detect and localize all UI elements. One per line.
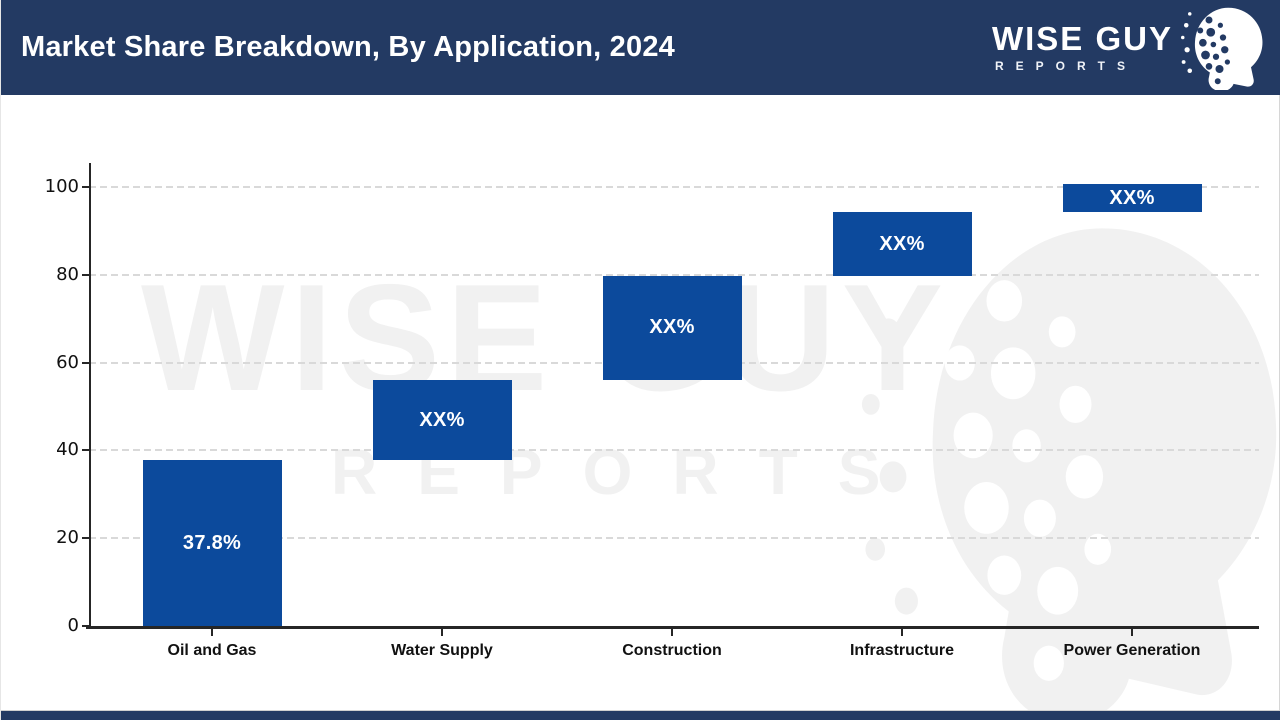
y-axis-tick [82, 273, 89, 276]
wise-guy-logo: WISE GUY REPORTS [992, 6, 1280, 90]
watermark-head-icon [861, 228, 1277, 715]
bar-construction: XX% [602, 275, 742, 381]
y-axis-tick [82, 186, 89, 188]
bar-water-supply: XX% [372, 380, 512, 461]
waterfall-chart: 0 20 40 60 80 100 37.8% Oil and Gas XX% Water Sup… [1, 95, 1280, 712]
y-tick-label: 60 [56, 351, 79, 373]
bar-infrastructure: XX% [832, 212, 972, 276]
watermark-wordmark: WISE GUY [141, 253, 950, 423]
x-axis-tick [901, 629, 903, 636]
y-axis-line [89, 163, 91, 628]
y-tick-label: 0 [67, 615, 79, 636]
y-axis-tick [82, 361, 89, 364]
bar-value-label: XX% [879, 232, 925, 255]
wise-guy-head-icon [1181, 7, 1263, 90]
x-category-label: Oil and Gas [167, 642, 257, 659]
x-axis-tick [211, 629, 213, 636]
y-tick-label: 20 [56, 527, 79, 549]
y-tick-label: 40 [56, 439, 79, 461]
bar-oil-and-gas: 37.8% [142, 460, 282, 626]
logo-text: WISE GUY REPORTS [992, 22, 1173, 73]
logo-wordmark: WISE GUY [991, 20, 1173, 57]
x-category-label: Infrastructure [849, 642, 955, 659]
y-axis-tick [82, 537, 89, 540]
x-category-label: Construction [622, 642, 722, 659]
x-axis-tick [1131, 629, 1133, 636]
gridline-y40 [89, 449, 1259, 452]
x-axis-line [86, 626, 1259, 629]
gridline-y80 [89, 273, 1259, 276]
page-title: Market Share Breakdown, By Application, … [21, 31, 675, 63]
footer-divider [1, 710, 1280, 711]
bar-value-label: XX% [419, 408, 465, 431]
x-category-label: Power Generation [1063, 642, 1201, 659]
gridline-y20 [89, 537, 1259, 540]
bar-value-label: XX% [649, 316, 695, 339]
x-axis-tick [671, 629, 673, 636]
y-tick-label: 100 [44, 176, 79, 197]
bar-value-label: 37.8% [182, 531, 242, 554]
header-bar: Market Share Breakdown, By Application, … [1, 0, 1280, 95]
y-tick-label: 80 [56, 263, 79, 285]
y-axis-tick [82, 449, 89, 452]
x-axis-tick [441, 629, 443, 636]
logo-subtitle: REPORTS [994, 59, 1137, 73]
x-category-label: Water Supply [391, 642, 493, 659]
y-axis-tick [82, 625, 89, 627]
bar-power-generation: XX% [1062, 184, 1202, 213]
bar-value-label: XX% [1109, 186, 1155, 209]
footer-bar [1, 711, 1280, 720]
gridline-y100 [89, 186, 1259, 188]
